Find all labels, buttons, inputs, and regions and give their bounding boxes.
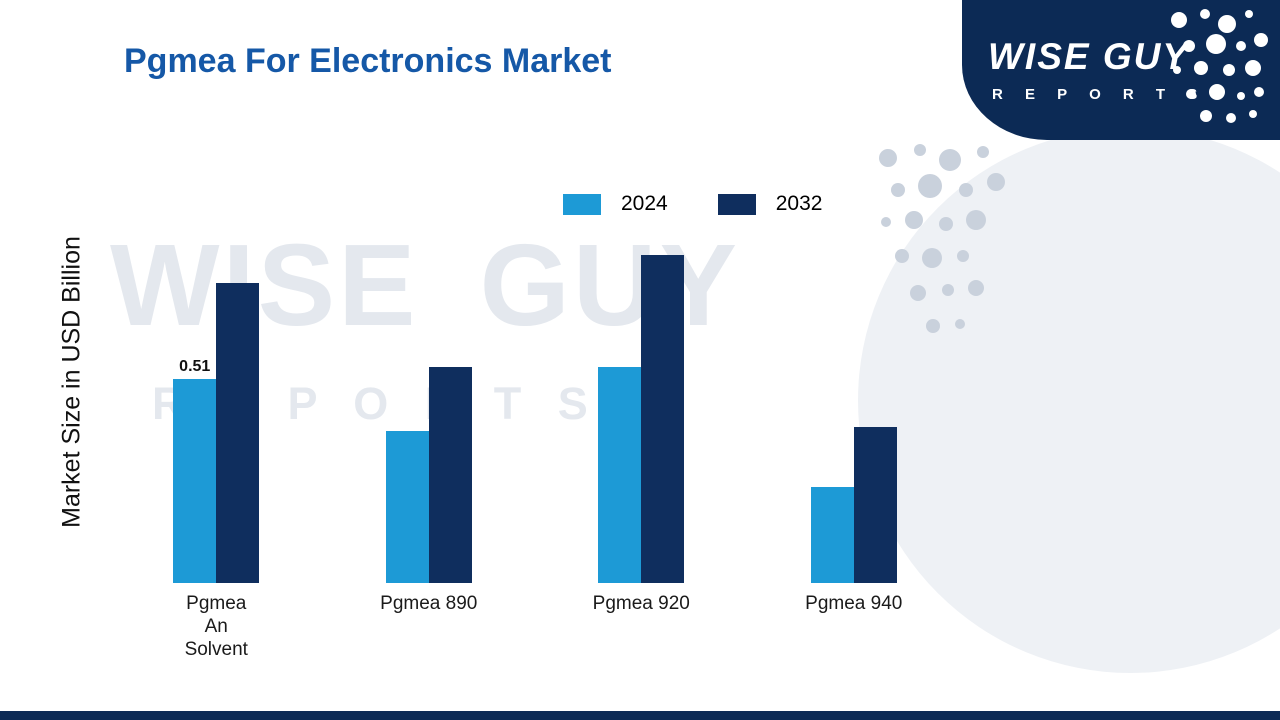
legend-item-2024: 2024 xyxy=(563,192,668,216)
face-silhouette-watermark xyxy=(858,128,1280,673)
bar-wrap-2024-3 xyxy=(598,367,642,583)
category-label-1: Pgmea An Solvent xyxy=(184,593,248,661)
wiseguy-logo: WISE GUY R E P O R T S xyxy=(962,0,1280,140)
bar-wrap-2032-4 xyxy=(853,427,897,583)
bar-wrap-2032-2 xyxy=(428,367,472,583)
logo-brand-name: WISE GUY xyxy=(988,36,1190,77)
category-label-3: Pgmea 920 xyxy=(592,593,690,614)
bar-group-4 xyxy=(748,0,961,583)
bar-2024-category-4 xyxy=(810,487,854,583)
bar-2032-category-2 xyxy=(428,367,472,583)
chart-legend: 2024 2032 xyxy=(563,192,822,216)
bar-2024-category-2 xyxy=(385,431,429,583)
legend-label-2024: 2024 xyxy=(621,192,668,215)
bar-group-1: 0.51 xyxy=(110,0,323,583)
category-label-4: Pgmea 940 xyxy=(805,593,903,614)
footer-accent-bar xyxy=(0,711,1280,720)
category-axis: Pgmea An Solvent Pgmea 890 Pgmea 920 Pgmea … xyxy=(110,592,960,662)
bar-wrap-2032-1 xyxy=(216,283,260,583)
bar-wrap-2024-4 xyxy=(810,487,854,583)
legend-swatch-2024 xyxy=(563,193,601,215)
y-axis-label: Market Size in USD Billion xyxy=(57,236,86,528)
logo-face-dots-graphic xyxy=(1171,9,1268,123)
bar-group-3 xyxy=(535,0,748,583)
legend-swatch-2032 xyxy=(717,193,756,215)
legend-label-2032: 2032 xyxy=(775,192,823,215)
logo-brand-subtitle: R E P O R T S xyxy=(992,86,1207,103)
bar-2032-category-1 xyxy=(216,283,260,583)
legend-item-2032: 2032 xyxy=(717,192,823,216)
bar-value-label: 0.51 xyxy=(179,358,211,375)
dots-pattern-graphic xyxy=(879,144,1005,333)
category-label-2: Pgmea 890 xyxy=(380,593,478,614)
bar-wrap-2024-1: 0.51 xyxy=(173,358,217,583)
chart-title: Pgmea For Electronics Market xyxy=(124,42,612,80)
bar-plot: 0.51 xyxy=(110,0,960,583)
bar-wrap-2024-2 xyxy=(385,431,429,583)
bar-2032-category-3 xyxy=(641,255,685,583)
bar-wrap-2032-3 xyxy=(641,255,685,583)
bar-2024-category-3 xyxy=(598,367,642,583)
watermark-wiseguy-text: WISE GUY xyxy=(110,220,741,350)
bar-2032-category-4 xyxy=(853,427,897,583)
bar-2024-category-1 xyxy=(173,379,217,583)
bar-group-2 xyxy=(323,0,536,583)
